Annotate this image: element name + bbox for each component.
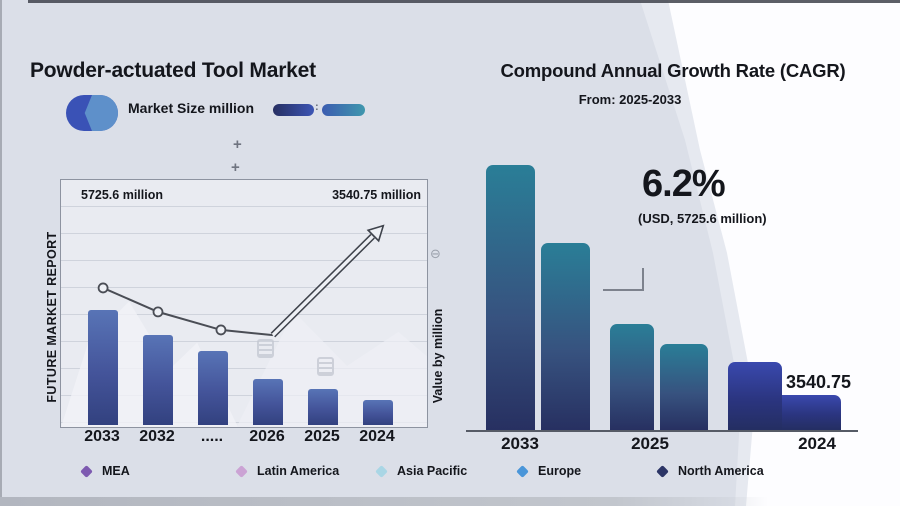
market-bar-2024 (363, 400, 393, 425)
legend-item-asia-pacific: Asia Pacific (375, 464, 468, 478)
left-x-tick-2026: 2026 (249, 428, 285, 445)
legend-diamond-icon (656, 464, 669, 478)
cagr-subtitle: From: 2025-2033 (578, 92, 682, 107)
legend-diamond-icon (80, 464, 93, 478)
market-bar-2032 (143, 335, 173, 425)
cagr-bar-2025-bar-a (610, 324, 654, 430)
left-x-tick-2032: 2032 (139, 428, 175, 445)
clipboard-icon (257, 339, 274, 358)
cagr-usd-detail: (USD, 5725.6 million) (638, 211, 767, 226)
market-bar-..... (198, 351, 228, 425)
callout-3540: 3540.75 (786, 372, 852, 392)
left-x-tick-2025: 2025 (304, 428, 340, 445)
legend-item-latin-america: Latin America (235, 464, 340, 478)
value-by-million-axis-label: Value by million (431, 308, 445, 404)
watermark-future-market-report: FUTURE MARKET REPORT (45, 231, 59, 403)
ratio-colon: : (315, 101, 319, 113)
market-bar-2026 (253, 379, 283, 425)
left-x-tick-2033: 2033 (84, 428, 120, 445)
right-x-tick-2033: 2033 (501, 434, 539, 453)
legend-label: Europe (538, 464, 582, 478)
series-badge-label: Market Size million (128, 100, 255, 116)
leader-line-vertical (642, 268, 644, 291)
right-x-tick-2025: 2025 (631, 434, 669, 453)
left-border-line (0, 0, 2, 498)
value-label-2024: 3540.75 million (332, 188, 421, 202)
left-x-tick-.....: ..... (200, 428, 224, 445)
legend-item-europe: Europe (516, 464, 582, 478)
legend-label: MEA (102, 464, 130, 478)
trend-line-arrow (97, 224, 385, 338)
ratio-pill-dark-icon (273, 104, 314, 116)
cagr-bar-2024-bar-a (728, 362, 782, 430)
legend-label: Latin America (257, 464, 340, 478)
cagr-bar-2024-bar-b (782, 395, 841, 430)
cagr-x-axis-line (466, 430, 858, 432)
cagr-title: Compound Annual Growth Rate (CAGR) (500, 60, 846, 81)
left-x-tick-2024: 2024 (359, 428, 395, 445)
legend-diamond-icon (375, 464, 388, 478)
legend-label: North America (678, 464, 764, 478)
market-size-cylinder-icon (66, 95, 118, 131)
legend-label: Asia Pacific (397, 464, 468, 478)
ratio-pill-teal-icon (322, 104, 365, 116)
cagr-bar-2033-bar-a (486, 165, 535, 430)
legend-item-mea: MEA (80, 464, 130, 478)
bottom-edge-strip (0, 497, 768, 506)
market-size-chart: 5725.6 million 3540.75 million (60, 179, 428, 428)
clipboard-icon (317, 357, 334, 376)
cagr-percentage: 6.2% (642, 163, 726, 205)
page-title: Powder-actuated Tool Market (30, 59, 316, 82)
circle-minus-icon: ⊖ (430, 246, 441, 261)
right-x-tick-2024: 2024 (798, 434, 836, 453)
top-border-line (28, 0, 900, 3)
leader-line-horizontal (603, 289, 644, 291)
legend-diamond-icon (516, 464, 529, 478)
legend-item-north-america: North America (656, 464, 764, 478)
plus-mark-icon: + (233, 136, 242, 153)
cagr-bar-2025-bar-b (660, 344, 708, 430)
legend-diamond-icon (235, 464, 248, 478)
market-bar-2033 (88, 310, 118, 425)
value-label-2033: 5725.6 million (81, 188, 163, 202)
cagr-bar-2033-bar-b (541, 243, 590, 430)
plus-mark-icon: + (231, 159, 240, 176)
market-bar-2025 (308, 389, 338, 425)
cylinder-facet (84, 95, 118, 131)
